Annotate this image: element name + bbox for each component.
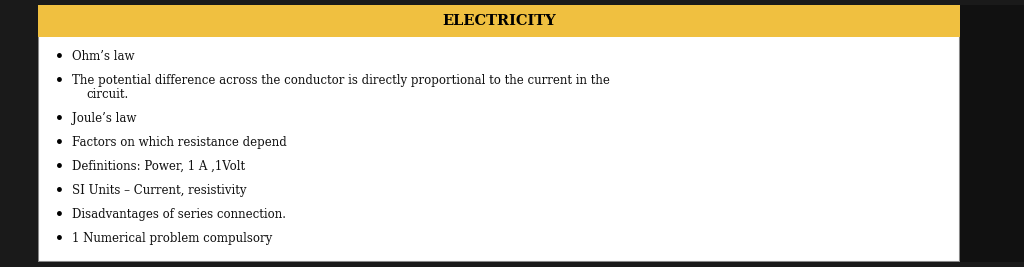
- Bar: [0, 262, 1024, 267]
- Bar: [38, 5, 961, 37]
- Text: •: •: [55, 232, 63, 246]
- Text: •: •: [55, 136, 63, 150]
- Text: •: •: [55, 160, 63, 174]
- Text: SI Units – Current, resistivity: SI Units – Current, resistivity: [72, 184, 247, 197]
- Text: •: •: [55, 184, 63, 198]
- Text: Definitions: Power, 1 A ,1Volt: Definitions: Power, 1 A ,1Volt: [72, 160, 245, 173]
- Text: circuit.: circuit.: [86, 88, 128, 101]
- Bar: [0, 0, 1024, 5]
- Text: Ohm’s law: Ohm’s law: [72, 50, 134, 63]
- Text: Factors on which resistance depend: Factors on which resistance depend: [72, 136, 287, 149]
- Text: •: •: [55, 50, 63, 64]
- Text: Joule’s law: Joule’s law: [72, 112, 136, 125]
- Bar: [0, 0, 38, 267]
- Bar: [961, 0, 1024, 267]
- Text: •: •: [55, 74, 63, 88]
- Text: Disadvantages of series connection.: Disadvantages of series connection.: [72, 208, 286, 221]
- Text: •: •: [55, 208, 63, 222]
- Text: 1 Numerical problem compulsory: 1 Numerical problem compulsory: [72, 232, 272, 245]
- Text: The potential difference across the conductor is directly proportional to the cu: The potential difference across the cond…: [72, 74, 610, 87]
- Text: •: •: [55, 112, 63, 126]
- Text: ELECTRICITY: ELECTRICITY: [442, 14, 556, 28]
